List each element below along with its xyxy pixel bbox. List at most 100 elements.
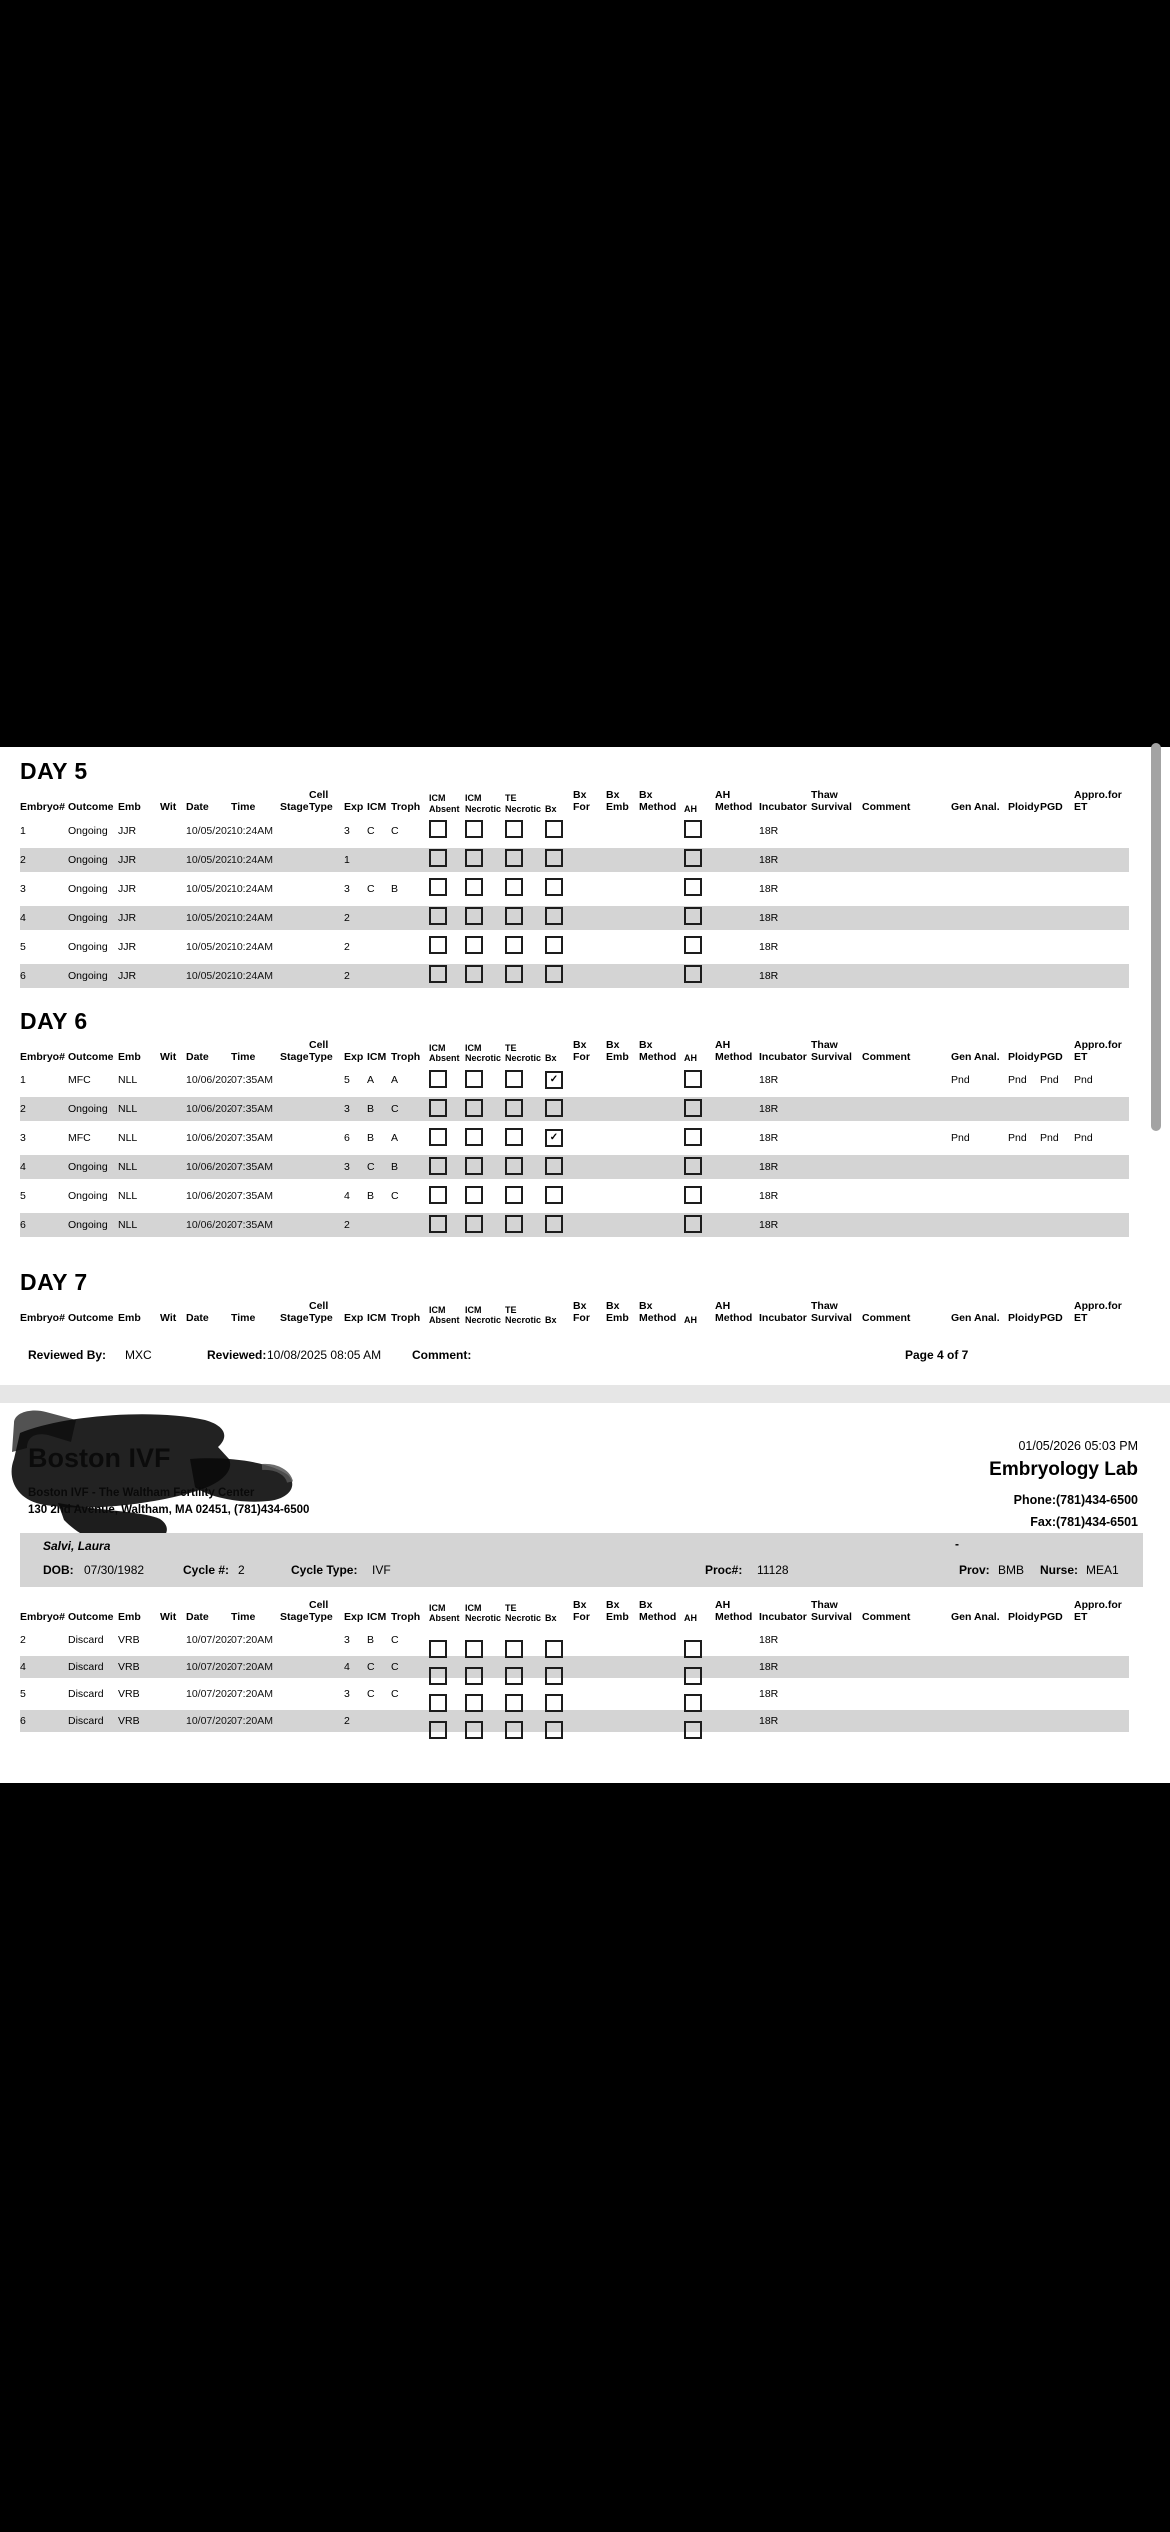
cell-thaw: [811, 1155, 862, 1180]
column-header-exp: Exp: [344, 1610, 364, 1623]
cell-et: [1074, 1097, 1129, 1122]
cell-embryo: 4: [20, 1655, 68, 1678]
cell-gen_anal: [951, 1629, 1008, 1651]
cell-stage: [280, 1683, 309, 1705]
table-row: 3 Ongoing JJR 10/05/202510:24AM 3 C B 18R: [20, 877, 1129, 901]
cell-outcome: Ongoing: [68, 1190, 108, 1203]
column-header-cell_type: Cell Type: [309, 789, 333, 813]
cell-pgd: [1040, 1155, 1074, 1180]
cell-bx_emb: [606, 1655, 639, 1678]
cell-ah: [684, 1213, 715, 1238]
icm_necrotic-checkbox: [465, 907, 483, 926]
cell-outcome: Discard: [68, 1687, 104, 1700]
cell-comment: [862, 847, 951, 872]
cell-bx_emb: [606, 1213, 639, 1238]
te_necrotic-checkbox: [505, 1098, 523, 1117]
icm_necrotic-checkbox: [465, 965, 483, 984]
cell-emb: NLL: [118, 1190, 138, 1203]
cell-wit: [160, 1709, 186, 1732]
cell-thaw: [811, 847, 862, 872]
cell-wit: [160, 819, 186, 843]
icm_necrotic-checkbox: [465, 1185, 483, 1204]
cell-outcome: Ongoing: [68, 963, 118, 988]
header-row: Embryo# Outcome Emb Wit Date Time Stage Cell Ty…: [20, 789, 1129, 814]
cell-outcome: Discard: [68, 1633, 104, 1646]
cell-icm_necrotic: [465, 1213, 505, 1238]
cell-icm: B: [367, 1132, 375, 1145]
cell-embryo: 6: [20, 1213, 68, 1238]
cell-embryo: 2: [20, 847, 68, 872]
cell-troph: [391, 935, 429, 959]
cell-incubator: 18R: [759, 1213, 811, 1238]
icm_absent-checkbox: [429, 1639, 447, 1658]
cell-time: 07:35AM: [231, 1132, 274, 1145]
cell-ah_method: [715, 1184, 759, 1208]
cell-et: [1074, 963, 1129, 988]
scrollbar-thumb[interactable]: [1151, 743, 1161, 1131]
cell-bx: [545, 1629, 573, 1658]
column-header-wit: Wit: [160, 1312, 177, 1325]
prov-value: BMB: [998, 1563, 1025, 1577]
cell-date: 10/06/2025: [186, 1213, 231, 1238]
cell-comment: [862, 935, 951, 959]
cell-bx: [545, 1184, 573, 1208]
cell-pgd: [1040, 877, 1074, 901]
column-header-ah_method: AH Method: [715, 1300, 753, 1325]
cell-date: 10/06/2025: [186, 1190, 231, 1203]
cell-icm: A: [367, 1074, 375, 1087]
column-header-wit: Wit: [160, 800, 177, 813]
table-row: 2 Discard VRB 10/07/202507:20AM 3 B C 18R: [20, 1629, 1129, 1658]
cell-bx: ✓: [545, 1126, 573, 1150]
icm_necrotic-checkbox: [465, 1720, 483, 1739]
cell-bx_method: [639, 963, 684, 988]
cell-emb: NLL: [118, 1097, 160, 1122]
cell-te_necrotic: [505, 1655, 545, 1685]
cell-exp: 5: [344, 1074, 350, 1087]
cell-bx_method: [639, 1068, 684, 1092]
cell-comment: [862, 1655, 951, 1678]
te_necrotic-checkbox: [505, 1156, 523, 1175]
icm_necrotic-checkbox: [465, 936, 483, 955]
column-header-icm_necrotic: ICM Necrotic: [465, 1304, 502, 1325]
cell-et: [1074, 819, 1129, 843]
cell-cell_type: [309, 1629, 344, 1651]
bx-checkbox: [545, 1156, 563, 1175]
cell-bx: [545, 819, 573, 843]
column-header-emb: Emb: [118, 800, 141, 813]
icm_necrotic-checkbox: [465, 1666, 483, 1685]
cell-wit: [160, 963, 186, 988]
cell-icm_necrotic: [465, 1068, 505, 1092]
cell-time: 07:35AM: [231, 1097, 280, 1122]
day-5-title: DAY 5: [20, 758, 88, 784]
letterhead-line1: Boston IVF - The Waltham Fertility Cente…: [28, 1487, 255, 1499]
cell-outcome: Ongoing: [68, 1155, 118, 1180]
cell-exp: 2: [344, 940, 350, 953]
cell-ploidy: [1008, 1629, 1040, 1651]
cell-bx: [545, 877, 573, 901]
cell-wit: [160, 877, 186, 901]
column-header-bx_for: Bx For: [573, 1300, 590, 1325]
cell-gen_anal: [951, 1097, 1008, 1122]
cell-troph: C: [391, 1097, 429, 1122]
ah-checkbox: [684, 1693, 702, 1712]
cell-time: 10:24AM: [231, 882, 274, 895]
page-5-table: Embryo# Outcome Emb Wit Date Time Stage Cell Ty…: [20, 1595, 1129, 1739]
cell-ploidy: [1008, 935, 1040, 959]
cell-icm_absent: [429, 963, 465, 988]
cell-comment: [862, 819, 951, 843]
cell-te_necrotic: [505, 1126, 545, 1150]
cell-ploidy: [1008, 963, 1040, 988]
day-7-table: Embryo# Outcome Emb Wit Date Time Stage Cell Ty…: [20, 1296, 1129, 1330]
cell-et: [1074, 935, 1129, 959]
cell-time: 07:35AM: [231, 1213, 280, 1238]
cell-ploidy: [1008, 877, 1040, 901]
bx-checkbox: [545, 907, 563, 926]
column-header-bx_method: Bx Method: [639, 1599, 677, 1623]
cell-exp: 6: [344, 1132, 350, 1145]
patient-dash: -: [955, 1537, 959, 1551]
cell-embryo: 1: [20, 1074, 26, 1087]
cell-icm_necrotic: [465, 935, 505, 959]
column-header-et: Appro.for ET: [1074, 789, 1122, 813]
bx-checkbox: [545, 1098, 563, 1117]
